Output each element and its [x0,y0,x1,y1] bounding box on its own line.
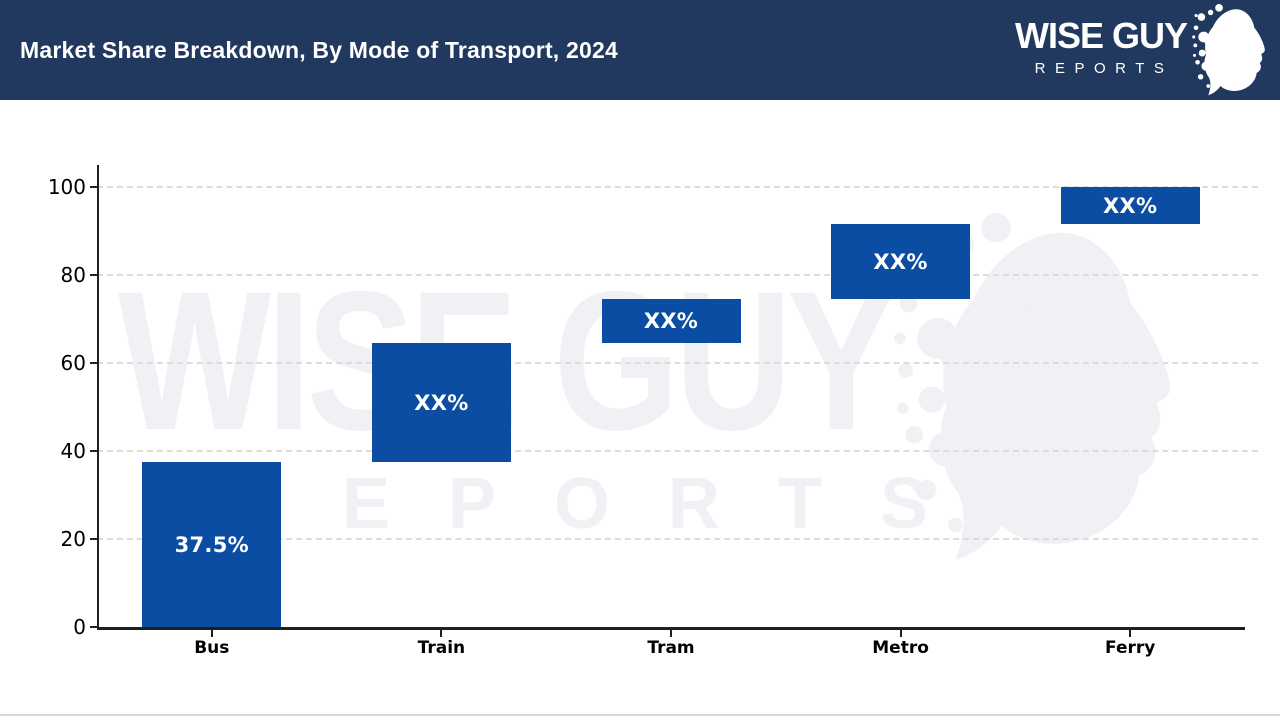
y-axis-tick-mark [90,538,97,540]
gridline-80 [97,274,1258,276]
bar-value-label-bus: 37.5% [174,532,249,557]
x-axis-line [97,627,1245,630]
gridline-100 [97,186,1258,188]
x-axis-tick-mark [1129,630,1132,637]
wise-guy-reports-logo: WISE GUY REPORTS [1012,0,1265,100]
y-axis-tick-mark [90,274,97,276]
watermark-wordmark-line2: REPORTS [232,464,987,544]
x-axis-tick-mark [210,630,213,637]
bar-value-label-train: XX% [414,390,469,415]
y-axis-tick-mark [90,626,97,628]
bar-ferry: XX% [1060,187,1200,225]
header-band: Market Share Breakdown, By Mode of Trans… [0,0,1280,100]
bar-value-label-metro: XX% [873,249,928,274]
bar-value-label-tram: XX% [643,309,699,334]
footer-divider-line [0,714,1280,716]
y-axis-tick-label: 100 [47,175,86,199]
bar-metro: XX% [831,224,971,300]
logo-text: WISE GUY REPORTS [1012,15,1190,78]
y-axis-tick-label: 80 [60,263,86,287]
x-axis-category-label-bus: Bus [194,638,230,658]
y-axis-tick-label: 20 [60,527,86,551]
logo-wordmark-line2: REPORTS [1034,60,1174,77]
gridline-40 [97,450,1258,452]
logo-head-icon [1192,4,1265,96]
y-axis-tick-label: 40 [60,439,86,463]
x-axis-tick-mark [440,630,443,637]
y-axis-tick-mark [90,186,97,188]
x-axis-category-label-tram: Tram [647,638,695,658]
bar-bus: 37.5% [142,462,282,627]
bar-value-label-ferry: XX% [1103,193,1158,218]
y-axis-line [97,165,99,630]
chart-title: Market Share Breakdown, By Mode of Trans… [20,36,618,63]
bar-tram: XX% [601,299,741,344]
gridline-60 [97,362,1258,364]
x-axis-category-label-metro: Metro [872,638,929,658]
y-axis-tick-mark [90,450,97,452]
logo-wordmark-line1: WISE GUY [1014,15,1188,56]
x-axis-category-label-train: Train [417,638,466,658]
x-axis-tick-mark [899,630,902,637]
x-axis-category-label-ferry: Ferry [1105,638,1156,658]
y-axis-tick-label: 0 [73,615,86,639]
x-axis-tick-mark [670,630,672,637]
y-axis-tick-label: 60 [60,351,86,375]
bar-train: XX% [371,343,511,462]
gridline-20 [97,538,1258,540]
y-axis-tick-mark [90,362,97,364]
